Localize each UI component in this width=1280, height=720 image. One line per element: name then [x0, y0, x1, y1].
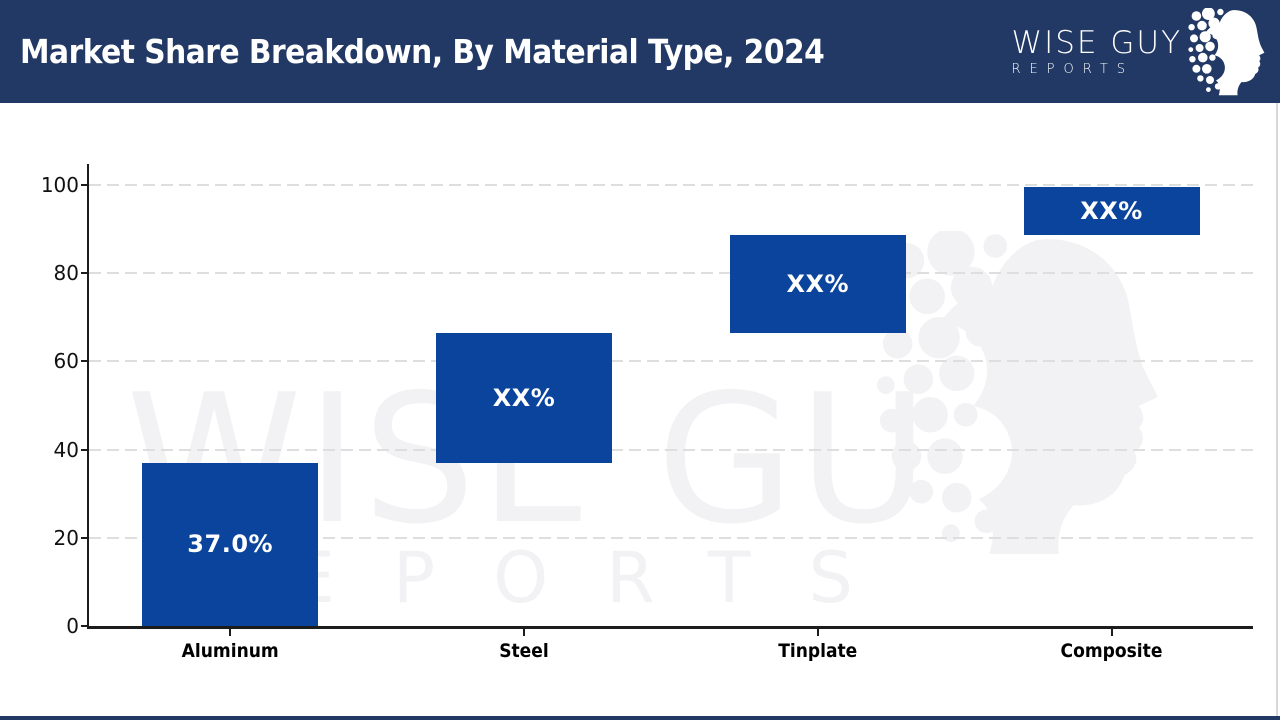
y-tick-label: 20: [53, 525, 79, 550]
y-tick-label: 0: [66, 614, 79, 638]
y-tick-label: 100: [40, 173, 79, 197]
bar-value-label: 37.0%: [187, 530, 274, 559]
gridline: [89, 184, 1253, 186]
bar-aluminum: 37.0%: [142, 462, 319, 626]
bar-value-label: XX%: [786, 269, 850, 298]
y-tick: [81, 360, 89, 363]
bar-value-label: XX%: [1080, 197, 1143, 226]
x-tick: [522, 629, 525, 636]
brand-name: WISE GUY: [1011, 24, 1182, 61]
y-tick: [81, 625, 89, 627]
page-title: Market Share Breakdown, By Material Type…: [20, 32, 825, 71]
category-label: Steel: [499, 640, 549, 662]
x-axis: [87, 626, 1253, 629]
right-edge-border: [1276, 103, 1278, 716]
header: Market Share Breakdown, By Material Type…: [0, 0, 1280, 103]
brand-logo: WISE GUY REPORTS: [1011, 0, 1266, 103]
y-axis: [87, 164, 89, 629]
category-label: Composite: [1060, 640, 1163, 662]
y-tick: [81, 536, 89, 539]
bar-composite: XX%: [1023, 187, 1200, 235]
category-label: Aluminum: [181, 640, 279, 662]
y-tick-label: 60: [53, 349, 79, 374]
y-tick: [81, 184, 89, 186]
footer-bar: [0, 716, 1280, 720]
y-tick-label: 40: [53, 437, 79, 462]
y-tick: [81, 448, 89, 451]
gridline: [89, 272, 1253, 275]
bar-steel: XX%: [435, 332, 612, 463]
bar-value-label: XX%: [492, 383, 556, 412]
x-tick: [1110, 629, 1113, 636]
brand-logo-text: WISE GUY REPORTS: [1011, 27, 1182, 77]
category-label: Tinplate: [778, 640, 858, 662]
brand-subname: REPORTS: [1011, 61, 1135, 77]
bar-tinplate: XX%: [729, 234, 906, 333]
y-tick: [81, 272, 89, 275]
x-tick: [816, 629, 819, 636]
gridline: [89, 360, 1253, 363]
gridline: [89, 536, 1253, 539]
x-tick: [229, 629, 232, 636]
y-tick-label: 80: [53, 261, 79, 286]
gridline: [89, 448, 1253, 451]
